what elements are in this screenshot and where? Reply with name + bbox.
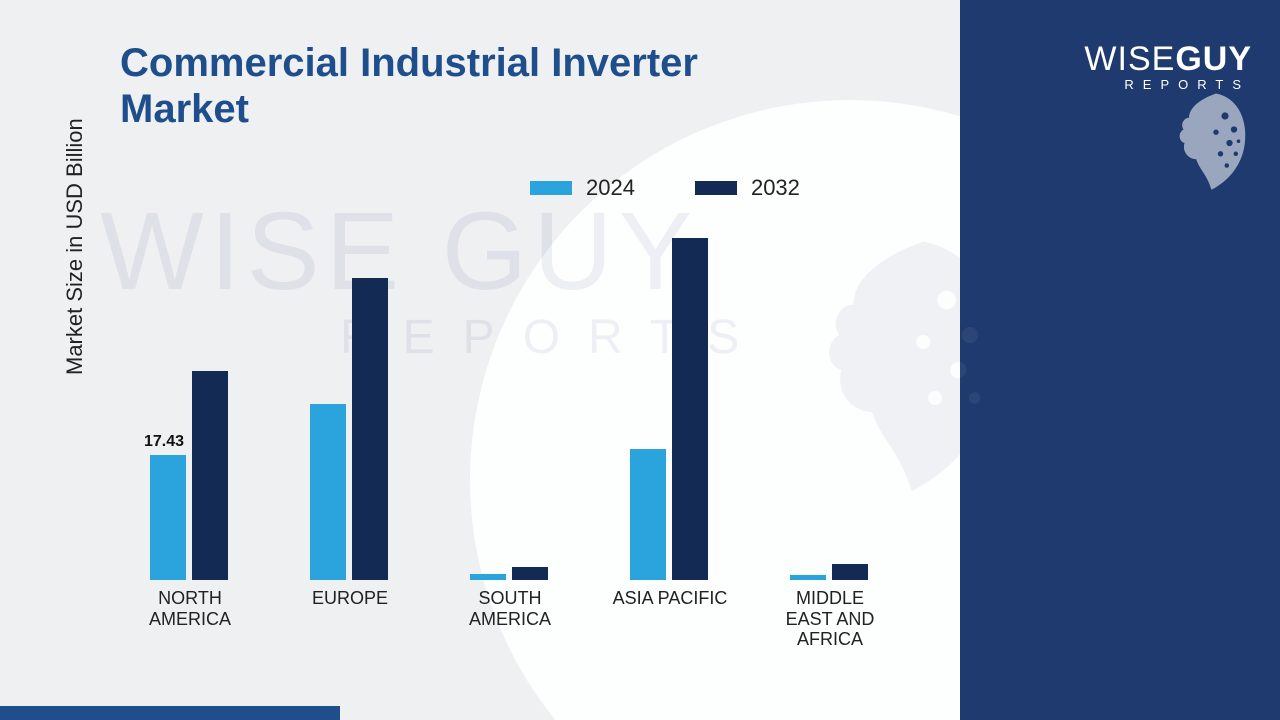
y-axis-label: Market Size in USD Billion (62, 118, 88, 375)
brand-logo: WISEGUY REPORTS (1084, 40, 1252, 92)
legend-label: 2024 (586, 175, 635, 201)
legend-item: 2032 (695, 175, 800, 201)
bar (630, 449, 666, 580)
x-tick-label: MIDDLE EAST AND AFRICA (770, 588, 890, 650)
bar (150, 455, 186, 580)
brand-name-right: GUY (1175, 40, 1252, 78)
legend: 2024 2032 (530, 175, 800, 201)
footer-strip (0, 706, 340, 720)
x-tick-label: NORTH AMERICA (130, 588, 250, 629)
chart-canvas: WISE GUY REPORTS Commercial Industrial I… (0, 0, 1280, 720)
legend-label: 2032 (751, 175, 800, 201)
legend-item: 2024 (530, 175, 635, 201)
legend-swatch (530, 181, 572, 195)
x-tick-label: EUROPE (290, 588, 410, 609)
plot-region: NORTH AMERICAEUROPESOUTH AMERICAASIA PAC… (150, 220, 950, 580)
x-tick-label: ASIA PACIFIC (610, 588, 730, 609)
bar (832, 564, 868, 580)
bar (352, 278, 388, 580)
bar (470, 574, 506, 580)
chart-area: Market Size in USD Billion 20242032 NORT… (70, 175, 950, 675)
bar (790, 575, 826, 580)
brand-head-icon (1162, 88, 1252, 198)
chart-title: Commercial Industrial Inverter Market (120, 40, 760, 132)
brand-name-left: WISE (1084, 40, 1175, 78)
legend-swatch (695, 181, 737, 195)
x-tick-label: SOUTH AMERICA (450, 588, 570, 629)
bar (310, 404, 346, 580)
brand-name: WISEGUY (1084, 40, 1252, 79)
bar-value-label: 17.43 (144, 433, 184, 451)
bar (512, 567, 548, 580)
bar (192, 371, 228, 580)
bar (672, 238, 708, 580)
